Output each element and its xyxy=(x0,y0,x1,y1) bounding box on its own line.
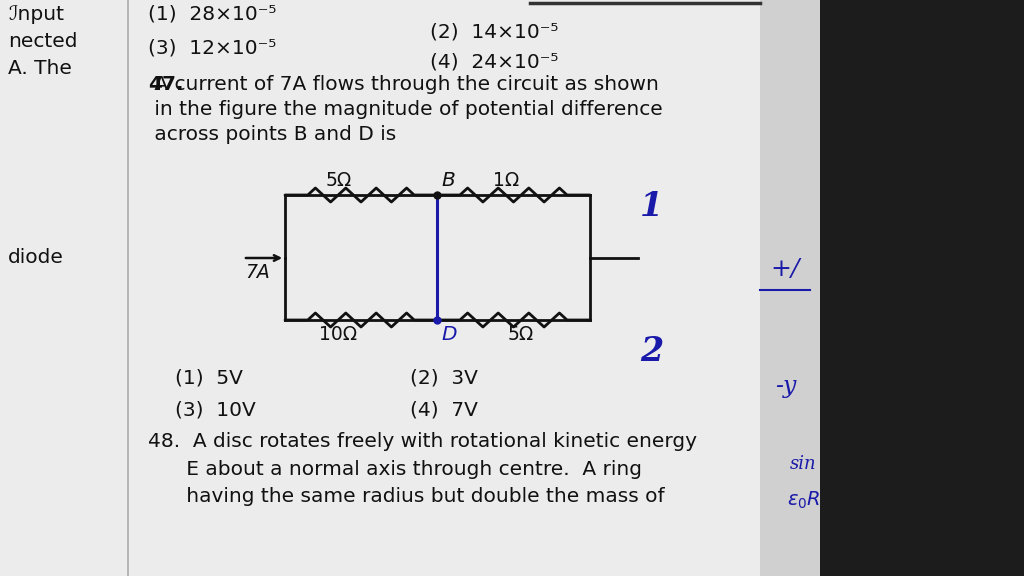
Text: 10Ω: 10Ω xyxy=(319,325,357,344)
Text: (1)  5V: (1) 5V xyxy=(175,368,243,387)
Text: -y: -y xyxy=(775,375,797,398)
Text: 48.  A disc rotates freely with rotational kinetic energy: 48. A disc rotates freely with rotationa… xyxy=(148,432,697,451)
Text: (2)  14×10⁻⁵: (2) 14×10⁻⁵ xyxy=(430,22,558,41)
Text: 1: 1 xyxy=(640,190,664,223)
Text: (1)  28×10⁻⁵: (1) 28×10⁻⁵ xyxy=(148,5,276,24)
Bar xyxy=(820,0,1024,576)
Text: A current of 7A flows through the circuit as shown: A current of 7A flows through the circui… xyxy=(148,75,658,94)
Text: 7A: 7A xyxy=(245,263,269,282)
Text: sin: sin xyxy=(790,455,816,473)
Text: (2)  3V: (2) 3V xyxy=(410,368,478,387)
Text: having the same radius but double the mass of: having the same radius but double the ma… xyxy=(148,487,665,506)
Text: 47.: 47. xyxy=(148,75,183,94)
Text: (3)  12×10⁻⁵: (3) 12×10⁻⁵ xyxy=(148,38,276,57)
Text: E about a normal axis through centre.  A ring: E about a normal axis through centre. A … xyxy=(148,460,642,479)
Bar xyxy=(760,0,820,576)
Text: nected: nected xyxy=(8,32,78,51)
Text: ℐnput: ℐnput xyxy=(8,5,63,24)
Text: $\varepsilon_0 R$: $\varepsilon_0 R$ xyxy=(787,490,820,511)
Text: D: D xyxy=(441,325,457,344)
Text: B: B xyxy=(441,171,455,190)
Text: 5Ω: 5Ω xyxy=(325,171,351,190)
Text: 2: 2 xyxy=(640,335,664,368)
Text: (3)  10V: (3) 10V xyxy=(175,400,256,419)
Text: 1Ω: 1Ω xyxy=(493,171,519,190)
Text: A. The: A. The xyxy=(8,59,72,78)
Text: across points B and D is: across points B and D is xyxy=(148,125,396,144)
Text: +/: +/ xyxy=(770,258,800,281)
Text: (4)  7V: (4) 7V xyxy=(410,400,478,419)
Text: (4)  24×10⁻⁵: (4) 24×10⁻⁵ xyxy=(430,53,558,72)
Text: diode: diode xyxy=(8,248,63,267)
Text: 5Ω: 5Ω xyxy=(508,325,535,344)
Text: in the figure the magnitude of potential difference: in the figure the magnitude of potential… xyxy=(148,100,663,119)
